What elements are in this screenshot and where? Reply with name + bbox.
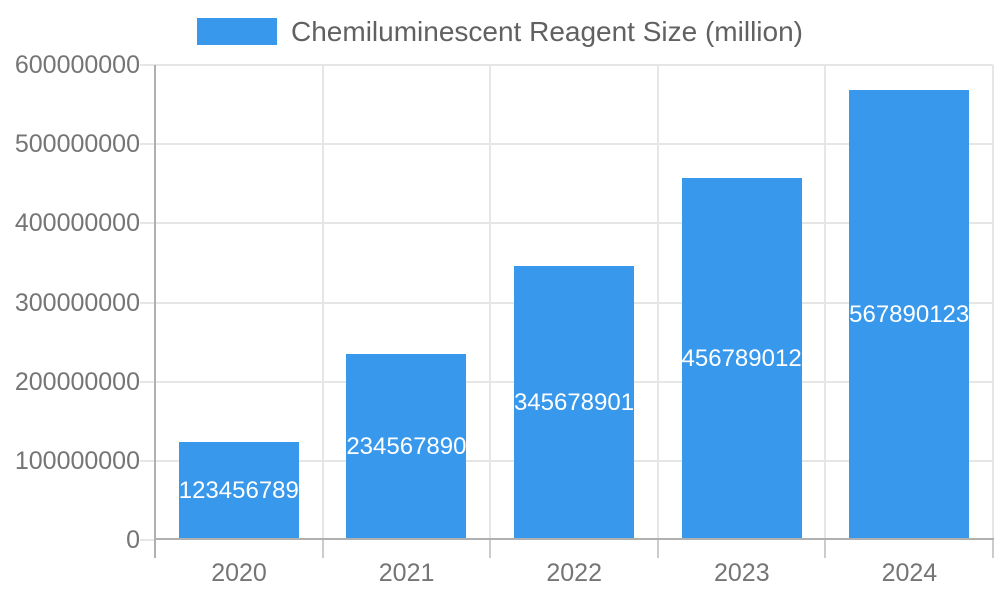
- y-axis-line: [154, 65, 156, 558]
- legend-label: Chemiluminescent Reagent Size (million): [291, 15, 803, 47]
- y-axis-tick-label: 400000000: [14, 209, 140, 238]
- x-axis-tick-label: 2021: [378, 559, 435, 587]
- y-gridline: [155, 143, 993, 146]
- y-axis-tick: [140, 380, 155, 383]
- bar[interactable]: 345678901: [514, 266, 634, 540]
- v-gridline: [321, 65, 324, 540]
- y-axis-tick: [140, 143, 155, 146]
- y-axis-tick: [140, 64, 155, 66]
- y-axis-tick: [140, 301, 155, 304]
- v-gridline: [992, 65, 994, 540]
- y-axis-tick-label: 0: [126, 526, 140, 554]
- bar[interactable]: 567890123: [849, 90, 969, 540]
- x-axis-tick: [656, 540, 659, 558]
- x-axis-tick: [489, 540, 492, 558]
- bar-value-label: 456789012: [681, 345, 802, 373]
- plot-area: 0 100000000 200000000 300000000 400000000 500…: [15, 51, 994, 587]
- y-axis-tick-label: 500000000: [14, 130, 140, 159]
- v-gridline: [489, 65, 492, 540]
- y-axis-tick-label: 600000000: [14, 51, 140, 79]
- v-gridline: [656, 65, 659, 540]
- y-axis-tick: [140, 539, 155, 541]
- bar[interactable]: 234567890: [346, 354, 466, 540]
- x-axis-tick-label: 2024: [881, 559, 938, 587]
- y-axis-tick-label: 200000000: [14, 367, 140, 396]
- bar-value-label: 567890123: [849, 301, 970, 329]
- bar[interactable]: 123456789: [179, 442, 299, 540]
- bar[interactable]: 456789012: [682, 178, 802, 540]
- y-axis-tick: [140, 459, 155, 462]
- bar-value-label: 345678901: [513, 389, 635, 417]
- legend-swatch-icon: [197, 18, 277, 45]
- y-gridline: [155, 64, 993, 66]
- y-axis-tick-label: 300000000: [14, 288, 140, 317]
- x-axis-tick: [992, 540, 994, 558]
- y-axis-tick-label: 100000000: [14, 446, 140, 475]
- x-axis-line: [154, 538, 994, 540]
- y-axis-tick: [140, 222, 155, 225]
- v-gridline: [824, 65, 827, 540]
- x-axis-tick: [321, 540, 324, 558]
- bar-value-label: 234567890: [346, 433, 467, 461]
- x-axis-tick-label: 2020: [211, 559, 267, 587]
- legend[interactable]: Chemiluminescent Reagent Size (million): [0, 0, 1000, 63]
- x-axis-tick-label: 2023: [713, 559, 770, 587]
- bar-value-label: 123456789: [178, 477, 299, 505]
- y-gridline: [155, 222, 993, 225]
- x-axis-tick-label: 2022: [546, 559, 602, 587]
- x-axis-tick: [824, 540, 827, 558]
